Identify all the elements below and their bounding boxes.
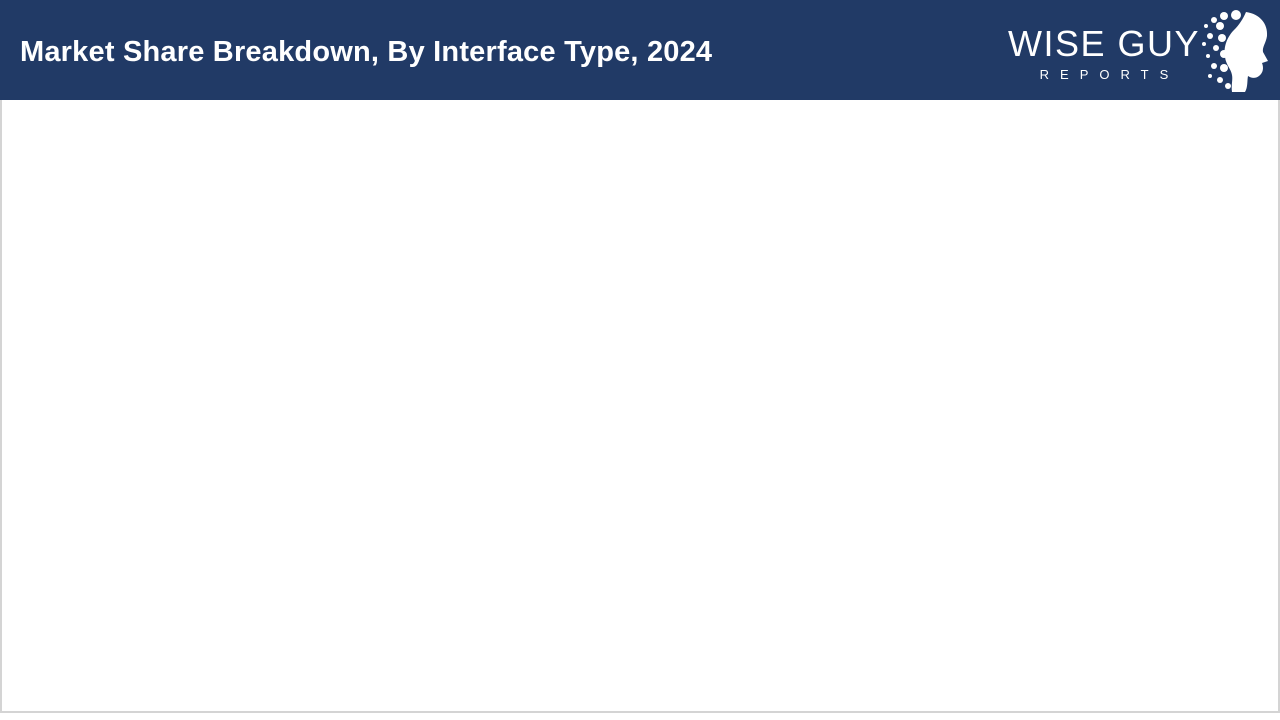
chart-frame	[0, 100, 1280, 713]
face-profile-icon	[1202, 10, 1268, 92]
logo-text: WISE GUY REPORTS	[1007, 23, 1200, 83]
logo-wordmark: WISE GUY	[1007, 23, 1200, 64]
logo-subtext: REPORTS	[1039, 67, 1180, 82]
chart-title: Market Share Breakdown, By Interface Typ…	[20, 36, 713, 68]
header: Market Share Breakdown, By Interface Typ…	[0, 0, 1280, 100]
wise-guy-logo: WISE GUY REPORTS	[1008, 4, 1274, 96]
